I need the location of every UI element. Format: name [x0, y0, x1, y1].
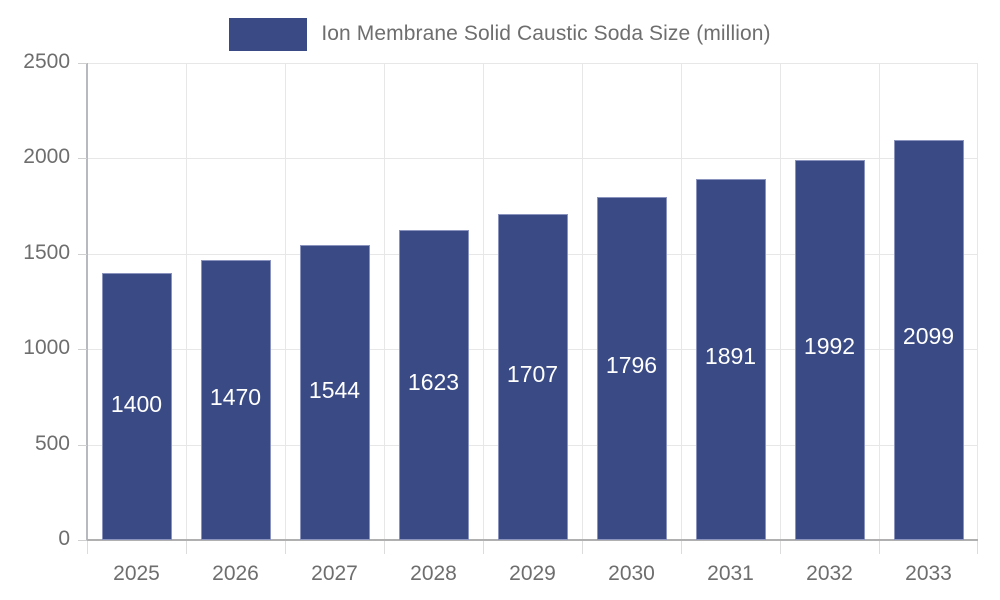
bar-2030[interactable]	[596, 197, 667, 540]
bar-2031[interactable]	[695, 179, 766, 540]
x-axis-spine	[87, 539, 978, 541]
y-axis-tick-label: 0	[58, 527, 70, 550]
bar-value-label-2031: 1891	[704, 342, 757, 369]
bar-value-label-2033: 2099	[902, 322, 955, 349]
x-axis-tick-mark	[186, 541, 187, 554]
bar-value-label-2026: 1470	[209, 383, 262, 410]
bar-2027[interactable]	[299, 245, 370, 540]
bar-value-label-2025: 1400	[110, 390, 163, 417]
x-axis-tick-label: 2030	[608, 562, 655, 585]
gridline-vertical	[384, 63, 385, 540]
gridline-vertical	[483, 63, 484, 540]
x-axis-tick-label: 2032	[806, 562, 853, 585]
gridline-vertical	[780, 63, 781, 540]
x-axis-tick-mark	[582, 541, 583, 554]
x-axis-tick-label: 2026	[212, 562, 259, 585]
bar-value-label-2032: 1992	[803, 333, 856, 360]
bar-value-label-2029: 1707	[506, 360, 559, 387]
legend-swatch-ion-membrane[interactable]	[229, 17, 308, 51]
x-axis-tick-label: 2027	[311, 562, 358, 585]
y-axis-tick-label: 1500	[23, 240, 70, 264]
y-axis-tick-mark	[78, 540, 87, 541]
bar-2025[interactable]	[101, 272, 172, 540]
y-axis-tick-label: 500	[34, 431, 70, 455]
x-axis-tick-mark	[977, 541, 978, 554]
gridline-vertical	[582, 63, 583, 540]
bar-2033[interactable]	[893, 139, 964, 540]
x-axis-tick-mark	[285, 541, 286, 554]
x-axis-tick-mark	[780, 541, 781, 554]
bar-2029[interactable]	[497, 214, 568, 540]
gridline-vertical	[681, 63, 682, 540]
gridline-horizontal	[87, 63, 978, 64]
y-axis-tick-mark	[78, 253, 87, 255]
gridline-vertical	[186, 63, 187, 540]
bar-value-label-2030: 1796	[605, 352, 658, 379]
x-axis-tick-mark	[483, 541, 484, 554]
gridline-vertical	[879, 63, 880, 540]
legend-label-ion-membrane[interactable]: Ion Membrane Solid Caustic Soda Size (mi…	[321, 22, 771, 45]
gridline-horizontal	[87, 158, 978, 160]
x-axis-tick-label: 2033	[905, 562, 952, 585]
gridline-vertical	[977, 63, 978, 540]
x-axis-tick-label: 2029	[509, 562, 556, 585]
bar-value-label-2027: 1544	[308, 376, 361, 403]
x-axis-tick-label: 2028	[410, 562, 457, 585]
y-axis-tick-label: 1000	[23, 336, 70, 360]
chart-legend: Ion Membrane Solid Caustic Soda Size (mi…	[0, 14, 1000, 54]
x-axis-tick-mark	[681, 541, 682, 554]
y-axis-spine	[86, 63, 88, 541]
x-axis-tick-label: 2025	[113, 562, 160, 585]
y-axis-tick-label: 2000	[23, 145, 70, 169]
y-axis-tick-label: 2500	[23, 50, 70, 73]
y-axis-tick-mark	[78, 349, 87, 351]
gridline-vertical	[285, 63, 286, 540]
x-axis-tick-label: 2031	[707, 562, 754, 585]
bar-2028[interactable]	[398, 230, 469, 540]
bar-value-label-2028: 1623	[407, 369, 460, 396]
y-axis-tick-mark	[78, 158, 87, 160]
x-axis-tick-mark	[879, 541, 880, 554]
x-axis-tick-mark	[384, 541, 385, 554]
x-axis-tick-mark	[87, 541, 88, 554]
bar-2026[interactable]	[200, 259, 271, 540]
y-axis-tick-mark	[78, 444, 87, 446]
y-axis-tick-mark	[78, 63, 87, 64]
bar-2032[interactable]	[794, 159, 865, 540]
